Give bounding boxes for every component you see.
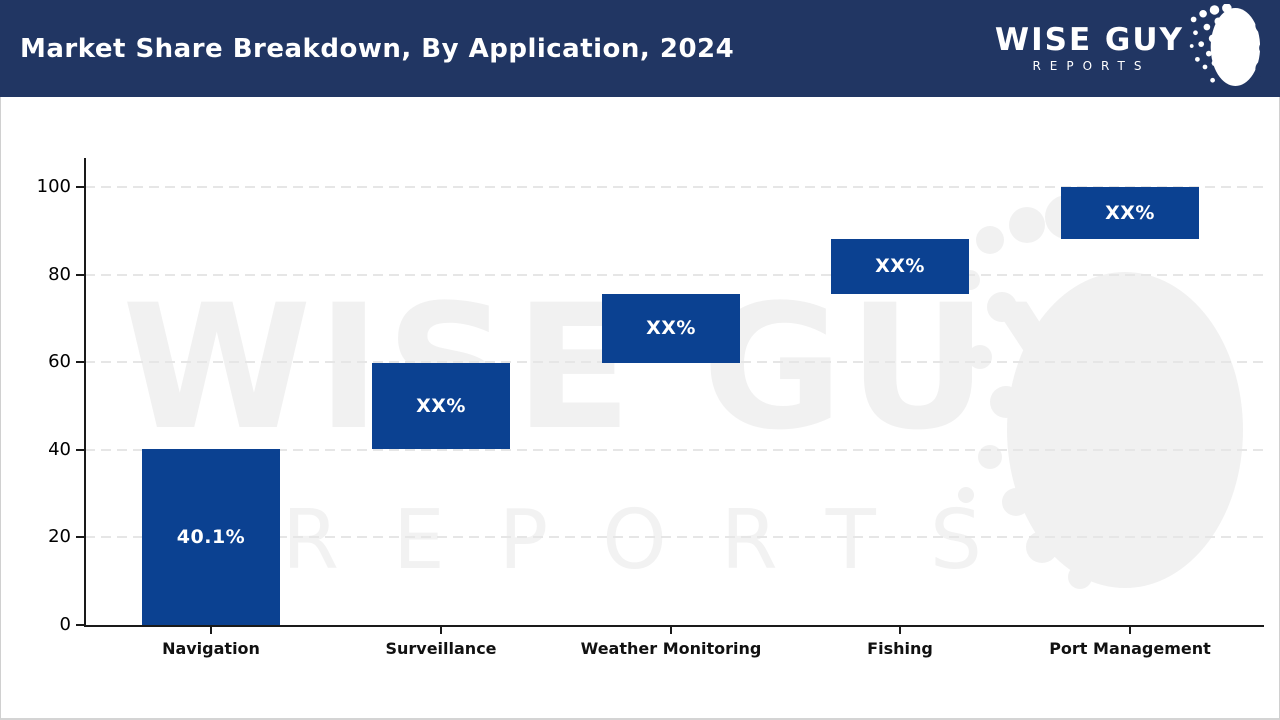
bar-value-label: XX% [646, 317, 696, 340]
y-tick-label: 0 [59, 614, 71, 635]
bar-surveillance: XX% [372, 362, 510, 450]
gridline-100 [85, 186, 1264, 188]
x-tick-mark [210, 627, 212, 634]
y-tick-mark [76, 273, 84, 276]
bar-value-label: XX% [875, 255, 925, 278]
logo-name: WISE GUY [994, 22, 1184, 58]
y-tick-mark [76, 536, 84, 539]
logo-subtitle: REPORTS [1032, 59, 1151, 73]
gridline-80 [85, 273, 1264, 276]
bar-value-label: XX% [416, 394, 466, 417]
x-axis-label: Weather Monitoring [580, 639, 762, 658]
bar-value-label: 40.1% [176, 526, 246, 549]
x-tick-mark [670, 627, 672, 634]
y-tick-label: 60 [48, 351, 71, 373]
page-title: Market Share Breakdown, By Application, … [20, 33, 735, 64]
bar-weather-monitoring: XX% [602, 293, 740, 363]
x-tick-mark [899, 627, 901, 634]
y-tick-mark [76, 361, 84, 364]
y-tick-label: 40 [48, 438, 71, 460]
y-tick-label: 80 [48, 263, 71, 285]
y-tick-label: 20 [48, 526, 71, 548]
logo-text: WISE GUY REPORTS [994, 22, 1184, 73]
gridline-40 [85, 448, 1264, 451]
y-tick-mark [76, 448, 84, 451]
gridline-20 [85, 536, 1264, 539]
x-axis-line [84, 625, 1264, 627]
x-axis-label: Navigation [162, 639, 260, 658]
y-tick-mark [76, 624, 84, 626]
bar-value-label: XX% [1105, 201, 1155, 224]
wise-guy-logo: WISE GUY REPORTS [994, 2, 1273, 94]
bar-navigation: 40.1% [142, 449, 280, 625]
header-bar: Market Share Breakdown, By Application, … [0, 0, 1280, 97]
y-axis-line [84, 158, 86, 627]
bar-port-management: XX% [1061, 187, 1199, 239]
watermark-head-icon [930, 195, 1250, 599]
x-tick-mark [1129, 627, 1131, 634]
x-axis-label: Fishing [867, 639, 933, 658]
y-tick-mark [76, 186, 84, 188]
x-tick-mark [440, 627, 442, 634]
x-axis-label: Surveillance [385, 639, 497, 658]
x-axis-label: Port Management [1049, 639, 1211, 658]
y-tick-label: 100 [36, 176, 71, 197]
logo-head-icon [1186, 2, 1273, 94]
watermark-text-line2: REPORTS [282, 493, 1036, 588]
bar-fishing: XX% [831, 238, 969, 294]
